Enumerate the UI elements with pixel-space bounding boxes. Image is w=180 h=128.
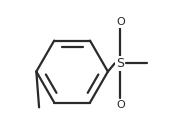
- Text: S: S: [116, 57, 124, 70]
- Text: O: O: [116, 100, 125, 110]
- Text: O: O: [116, 17, 125, 27]
